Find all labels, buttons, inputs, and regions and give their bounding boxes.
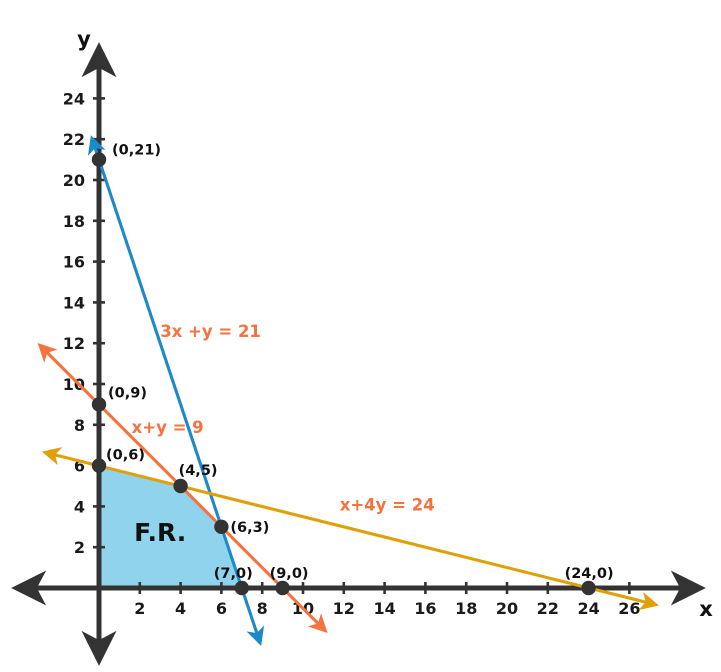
marked-point-label: (7,0) <box>214 566 253 582</box>
x-tick-label: 8 <box>257 599 268 618</box>
x-tick-label: 14 <box>373 599 395 618</box>
x-tick-label: 22 <box>537 599 559 618</box>
marked-point-label: (4,5) <box>179 463 218 479</box>
marked-point-label: (9,0) <box>270 566 309 582</box>
x-tick-label: 16 <box>414 599 436 618</box>
x-tick-label: 20 <box>496 599 518 618</box>
feasible-region-label: F.R. <box>134 518 186 547</box>
marked-point-label: (0,9) <box>108 385 147 401</box>
marked-point <box>91 152 107 167</box>
y-tick-label: 22 <box>63 130 85 149</box>
marked-points-group <box>91 152 596 596</box>
y-tick-label: 16 <box>63 253 85 272</box>
y-tick-label: 8 <box>74 416 85 435</box>
marked-point-label: (0,6) <box>106 448 145 464</box>
y-tick-label: 18 <box>63 212 85 231</box>
marked-point-label: (0,21) <box>112 143 161 159</box>
y-tick-label: 12 <box>63 334 85 353</box>
x-tick-label: 24 <box>577 599 599 618</box>
x-tick-label: 2 <box>134 599 145 618</box>
text-labels-group: x y 3x +y = 21 x+y = 9 x+4y = 24 F.R. (0,21) (0… <box>77 27 713 621</box>
y-tick-label: 14 <box>63 293 85 312</box>
x-tick-label: 12 <box>333 599 355 618</box>
constraint-equation-label: x+4y = 24 <box>340 495 435 514</box>
constraint-equation-label: 3x +y = 21 <box>160 322 261 341</box>
marked-point <box>234 580 249 596</box>
marked-point <box>91 397 107 412</box>
constraint-equation-label: x+y = 9 <box>132 418 204 437</box>
x-tick-label: 26 <box>618 599 640 618</box>
marked-point <box>214 519 229 534</box>
marked-point <box>91 458 107 473</box>
x-tick-label: 18 <box>455 599 477 618</box>
y-tick-label: 20 <box>63 171 85 190</box>
y-axis-name: y <box>77 27 91 51</box>
y-tick-label: 4 <box>74 497 85 516</box>
x-tick-label: 6 <box>216 599 227 618</box>
marked-point <box>275 580 290 596</box>
y-tick-label: 24 <box>63 89 85 108</box>
x-axis-name: x <box>699 597 713 621</box>
x-tick-label: 4 <box>175 599 186 618</box>
marked-point <box>581 580 596 596</box>
marked-point-label: (24,0) <box>565 566 614 582</box>
marked-point-label: (6,3) <box>230 520 269 536</box>
y-tick-label: 2 <box>74 538 85 557</box>
constraint-line <box>41 447 659 611</box>
marked-point <box>173 478 188 494</box>
